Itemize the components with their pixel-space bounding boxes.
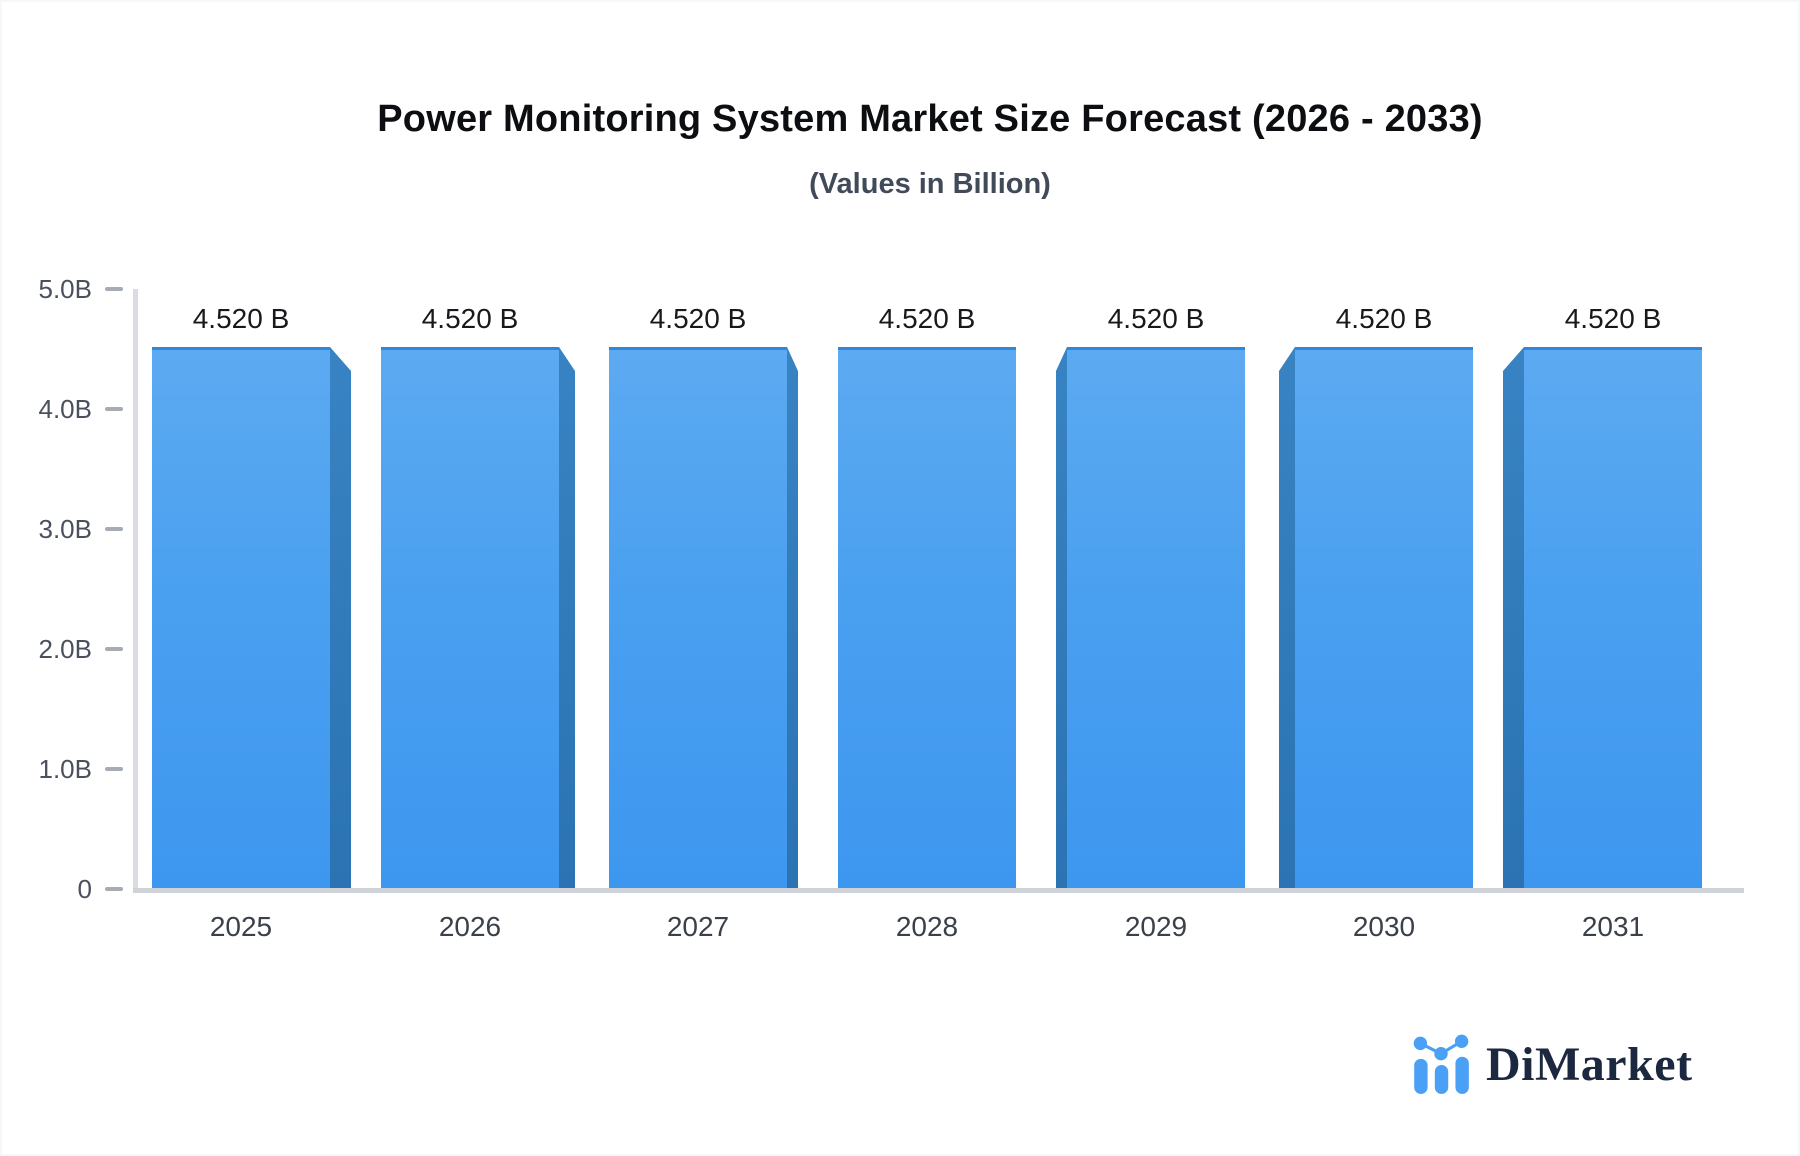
y-tick-label: 4.0B bbox=[38, 394, 93, 424]
brand-name: DiMarket bbox=[1486, 1037, 1693, 1091]
bar-3d-side bbox=[787, 347, 798, 888]
bar-2028 bbox=[838, 347, 1016, 888]
dimarket-logo: DiMarket bbox=[1408, 1030, 1693, 1098]
tick-mark bbox=[105, 887, 123, 891]
chart-subtitle: (Values in Billion) bbox=[809, 168, 1051, 200]
bar-value-label: 4.520 B bbox=[649, 303, 747, 334]
bar-value-label: 4.520 B bbox=[878, 303, 976, 334]
x-tick-label-2028: 2028 bbox=[895, 911, 959, 942]
y-tick-label: 1.0B bbox=[38, 754, 93, 784]
bar-3d-side bbox=[559, 347, 575, 888]
x-tick-label-2030: 2030 bbox=[1352, 911, 1416, 942]
bar-group-2025: 4.520 B 2025 bbox=[152, 303, 351, 942]
x-tick-label-2026: 2026 bbox=[438, 911, 502, 942]
y-tick-label: 0 bbox=[77, 874, 92, 904]
y-axis-line bbox=[133, 289, 138, 889]
bar-3d-side bbox=[1279, 347, 1295, 888]
tick-mark bbox=[105, 287, 123, 291]
tick-mark bbox=[105, 767, 123, 771]
bar-group-2030: 4.520 B 2030 bbox=[1279, 303, 1473, 942]
bar-group-2028: 4.520 B 2028 bbox=[838, 303, 1016, 942]
chart-title: Power Monitoring System Market Size Fore… bbox=[377, 98, 1483, 140]
bar-2026 bbox=[381, 347, 559, 888]
tick-mark bbox=[105, 407, 123, 411]
x-axis-line bbox=[133, 888, 1744, 893]
bar-2027 bbox=[609, 347, 787, 888]
x-tick-label-2029: 2029 bbox=[1124, 911, 1188, 942]
bar-2030 bbox=[1295, 347, 1473, 888]
x-tick-label-2027: 2027 bbox=[666, 911, 730, 942]
bar-3d-side bbox=[1056, 347, 1067, 888]
y-tick-label: 2.0B bbox=[38, 634, 93, 664]
y-tick-label: 5.0B bbox=[38, 274, 93, 304]
x-tick-label-2031: 2031 bbox=[1581, 911, 1645, 942]
bar-group-2026: 4.520 B 2026 bbox=[381, 303, 575, 942]
tick-mark bbox=[105, 527, 123, 531]
bar-group-2031: 4.520 B 2031 bbox=[1503, 303, 1702, 942]
bar-value-label: 4.520 B bbox=[1107, 303, 1205, 334]
tick-mark bbox=[105, 647, 123, 651]
bar-chart-logo-icon bbox=[1408, 1030, 1474, 1098]
bar-2025 bbox=[152, 347, 330, 888]
bar-3d-side bbox=[1503, 347, 1524, 888]
bar-2029 bbox=[1067, 347, 1245, 888]
x-tick-label-2025: 2025 bbox=[209, 911, 273, 942]
bar-value-label: 4.520 B bbox=[1564, 303, 1662, 334]
bar-3d-side bbox=[330, 347, 351, 888]
bar-value-label: 4.520 B bbox=[421, 303, 519, 334]
bar-2031 bbox=[1524, 347, 1702, 888]
bar-value-label: 4.520 B bbox=[1335, 303, 1433, 334]
y-tick-label: 3.0B bbox=[38, 514, 93, 544]
bar-group-2029: 4.520 B 2029 bbox=[1056, 303, 1245, 942]
bar-value-label: 4.520 B bbox=[192, 303, 290, 334]
bar-group-2027: 4.520 B 2027 bbox=[609, 303, 798, 942]
